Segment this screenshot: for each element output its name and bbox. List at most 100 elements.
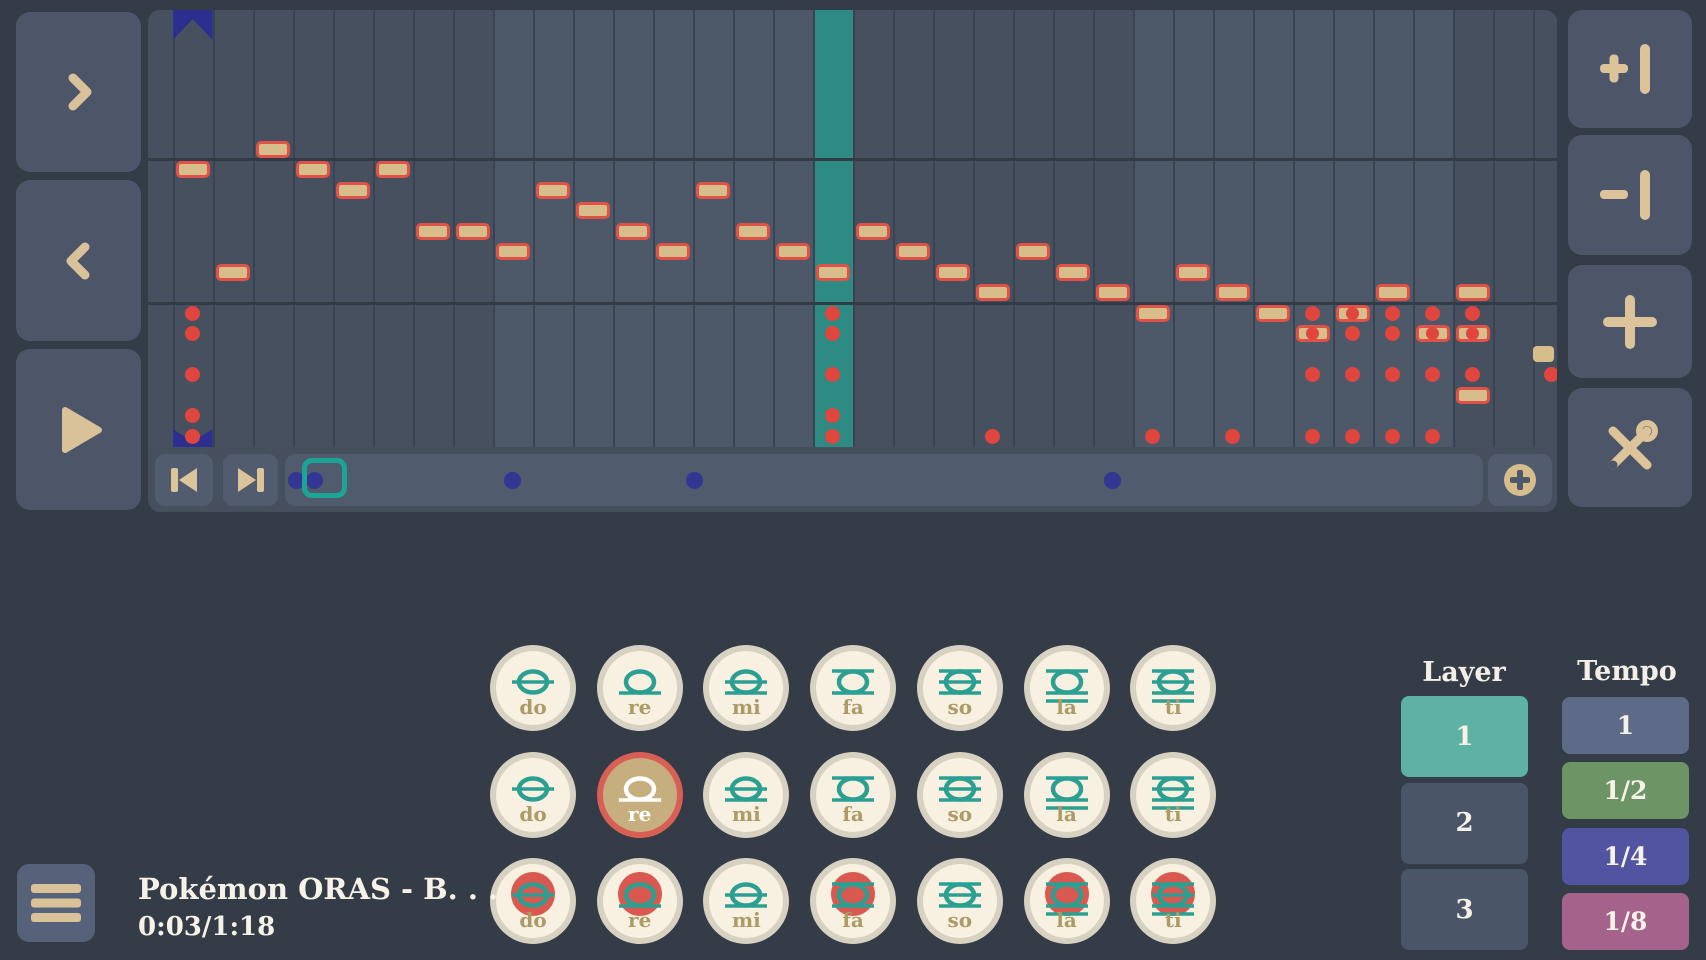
solfege-do-row3-button[interactable]: do <box>490 858 576 944</box>
accompaniment-dot[interactable] <box>825 326 841 341</box>
solfege-la-row2-button[interactable]: la <box>1023 752 1110 838</box>
add-page-button[interactable] <box>1488 454 1552 506</box>
scroll-thumb[interactable] <box>1533 346 1554 362</box>
sequencer-grid[interactable] <box>148 10 1557 512</box>
note[interactable] <box>655 243 690 260</box>
accompaniment-dot[interactable] <box>185 326 201 341</box>
solfege-la-row3-button[interactable]: la <box>1023 858 1110 944</box>
note[interactable] <box>175 161 210 178</box>
accompaniment-dot[interactable] <box>185 428 201 444</box>
layer-2-button[interactable]: 2 <box>1401 782 1528 864</box>
solfege-re-row2-button[interactable]: re <box>596 752 683 838</box>
solfege-ti-row2-button[interactable]: ti <box>1130 752 1217 838</box>
note[interactable] <box>375 161 410 178</box>
settings-button[interactable] <box>1568 388 1692 507</box>
accompaniment-dot[interactable] <box>1425 305 1441 321</box>
note[interactable] <box>455 222 490 240</box>
note[interactable] <box>615 222 650 240</box>
accompaniment-dot[interactable] <box>825 408 841 423</box>
solfege-re-row3-button[interactable]: re <box>596 858 683 944</box>
scrollbar-track[interactable] <box>285 454 1483 506</box>
solfege-ti-row3-button[interactable]: ti <box>1130 858 1217 944</box>
note[interactable] <box>495 243 530 260</box>
note[interactable] <box>215 263 250 281</box>
note[interactable] <box>1175 263 1210 281</box>
tempo-1-2-button[interactable]: 1/2 <box>1562 762 1689 820</box>
skip-to-start-button[interactable] <box>155 454 213 506</box>
accompaniment-dot[interactable] <box>985 428 1001 444</box>
accompaniment-dot[interactable] <box>1465 367 1481 382</box>
accompaniment-dot[interactable] <box>1385 367 1401 382</box>
solfege-do-row1-button[interactable]: do <box>490 645 576 731</box>
accompaniment-dot[interactable] <box>1345 326 1361 341</box>
note[interactable] <box>935 263 970 281</box>
note[interactable] <box>1455 386 1490 404</box>
solfege-fa-row2-button[interactable]: fa <box>810 752 897 838</box>
note[interactable] <box>1415 325 1450 342</box>
add-column-button[interactable] <box>1568 10 1692 128</box>
accompaniment-dot[interactable] <box>1425 367 1441 382</box>
accompaniment-dot[interactable] <box>1345 367 1361 382</box>
solfege-mi-row1-button[interactable]: mi <box>703 645 790 731</box>
add-button[interactable] <box>1568 265 1692 378</box>
note[interactable] <box>575 202 610 219</box>
accompaniment-dot[interactable] <box>1543 366 1557 382</box>
note[interactable] <box>1135 304 1170 322</box>
accompaniment-dot[interactable] <box>825 305 841 321</box>
remove-column-button[interactable] <box>1568 135 1692 255</box>
nav-left-button[interactable] <box>16 180 141 341</box>
accompaniment-dot[interactable] <box>1385 326 1401 341</box>
accompaniment-dot[interactable] <box>1305 428 1321 444</box>
note[interactable] <box>415 222 450 240</box>
solfege-re-row1-button[interactable]: re <box>596 645 683 731</box>
note[interactable] <box>695 181 730 199</box>
note[interactable] <box>1335 304 1370 322</box>
solfege-so-row2-button[interactable]: so <box>916 752 1003 838</box>
solfege-fa-row3-button[interactable]: fa <box>810 858 897 944</box>
note[interactable] <box>1055 263 1090 281</box>
accompaniment-dot[interactable] <box>1385 305 1401 321</box>
solfege-fa-row1-button[interactable]: fa <box>810 645 897 731</box>
accompaniment-dot[interactable] <box>185 408 201 423</box>
note[interactable] <box>1215 284 1250 301</box>
solfege-mi-row2-button[interactable]: mi <box>703 752 790 838</box>
tempo-1-button[interactable]: 1 <box>1562 697 1689 754</box>
note[interactable] <box>735 222 770 240</box>
note[interactable] <box>335 181 370 199</box>
menu-button[interactable] <box>17 864 95 942</box>
accompaniment-dot[interactable] <box>825 367 841 382</box>
play-button[interactable] <box>16 349 141 510</box>
accompaniment-dot[interactable] <box>185 305 201 321</box>
solfege-ti-row1-button[interactable]: ti <box>1130 645 1217 731</box>
note[interactable] <box>535 181 570 199</box>
note[interactable] <box>975 284 1010 301</box>
solfege-la-row1-button[interactable]: la <box>1023 645 1110 731</box>
accompaniment-dot[interactable] <box>1465 305 1481 321</box>
note[interactable] <box>815 263 850 281</box>
solfege-so-row3-button[interactable]: so <box>916 858 1003 944</box>
accompaniment-dot[interactable] <box>1225 428 1241 444</box>
tempo-1-4-button[interactable]: 1/4 <box>1562 827 1689 885</box>
solfege-mi-row3-button[interactable]: mi <box>703 858 790 944</box>
accompaniment-dot[interactable] <box>1305 305 1321 321</box>
note[interactable] <box>855 222 890 240</box>
note[interactable] <box>295 161 330 178</box>
note[interactable] <box>1255 304 1290 322</box>
nav-right-button[interactable] <box>16 12 141 172</box>
accompaniment-dot[interactable] <box>1425 428 1441 444</box>
tempo-1-8-button[interactable]: 1/8 <box>1562 892 1689 950</box>
accompaniment-dot[interactable] <box>185 367 201 382</box>
note[interactable] <box>1375 284 1410 301</box>
note[interactable] <box>1455 284 1490 301</box>
solfege-so-row1-button[interactable]: so <box>916 645 1003 731</box>
accompaniment-dot[interactable] <box>1145 428 1161 444</box>
note[interactable] <box>895 243 930 260</box>
note[interactable] <box>1455 325 1490 342</box>
view-frame[interactable] <box>302 458 347 498</box>
accompaniment-dot[interactable] <box>1345 428 1361 444</box>
note[interactable] <box>775 243 810 260</box>
note[interactable] <box>1095 284 1130 301</box>
note[interactable] <box>1295 325 1330 342</box>
accompaniment-dot[interactable] <box>1305 367 1321 382</box>
layer-3-button[interactable]: 3 <box>1401 869 1528 950</box>
